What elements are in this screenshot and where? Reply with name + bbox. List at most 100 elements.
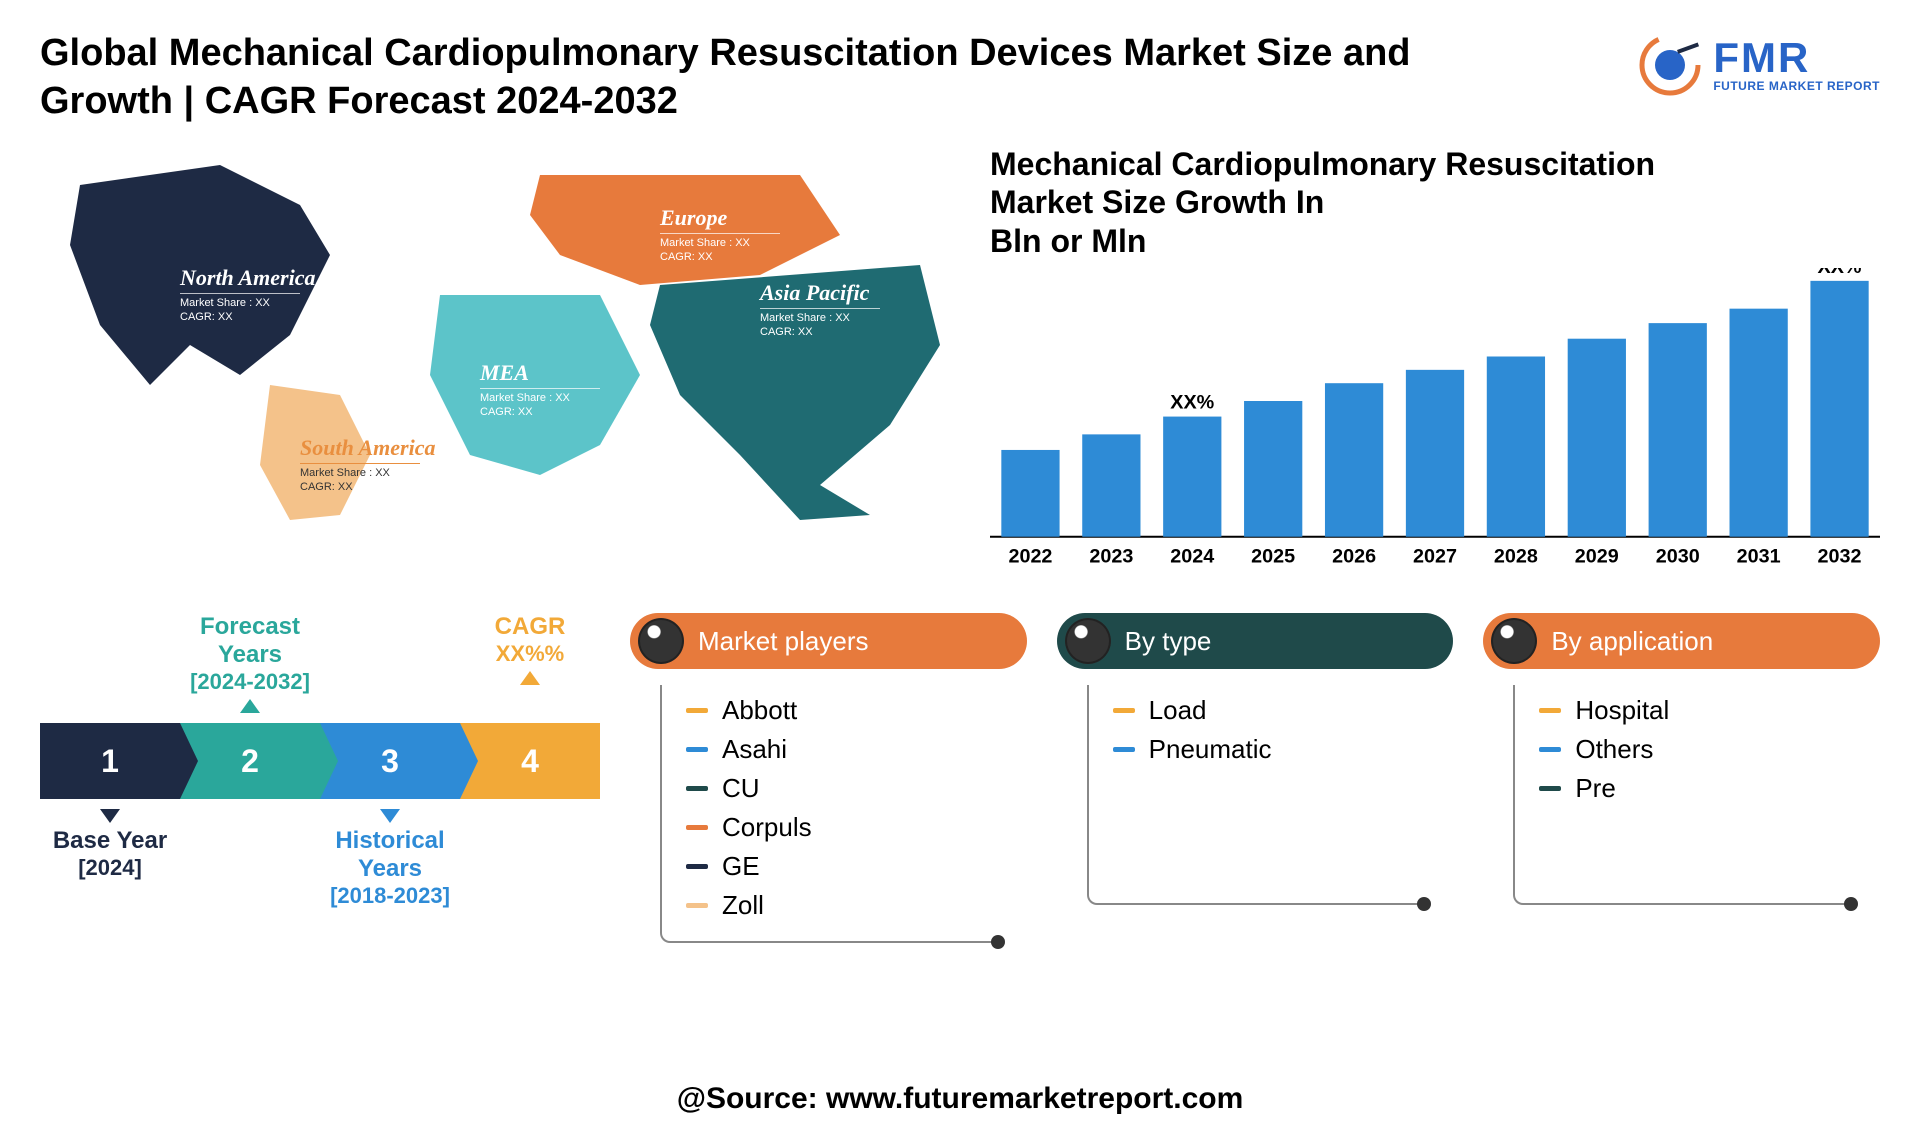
tick-2023: 2023	[1089, 546, 1133, 568]
list-marker	[1113, 708, 1135, 713]
dot-icon	[1491, 618, 1537, 664]
timeline-historical: Historical Years [2018-2023]	[320, 805, 460, 909]
header: Global Mechanical Cardiopulmonary Resusc…	[40, 30, 1880, 125]
list-marker	[686, 903, 708, 908]
hdr-type-label: By type	[1125, 626, 1212, 657]
col-by-type: By type LoadPneumatic	[1057, 613, 1454, 905]
body-type: LoadPneumatic	[1087, 685, 1424, 905]
bar-2027	[1406, 370, 1464, 537]
tick-2031: 2031	[1737, 546, 1781, 568]
timeline: Forecast Years [2024-2032] CAGR XX%% 1 2…	[40, 613, 600, 909]
logo-sub: FUTURE MARKET REPORT	[1713, 79, 1880, 93]
bar-2028	[1487, 357, 1545, 537]
chart-title: Mechanical Cardiopulmonary Resuscitation…	[990, 145, 1880, 260]
tick-2025: 2025	[1251, 546, 1295, 568]
list-marker	[686, 747, 708, 752]
bar-chart: Mechanical Cardiopulmonary Resuscitation…	[990, 145, 1880, 583]
list-item: Abbott	[686, 691, 997, 730]
list-marker	[1113, 747, 1135, 752]
list-label: Abbott	[722, 691, 797, 730]
bar-2024	[1163, 417, 1221, 537]
col-by-application: By application HospitalOthersPre	[1483, 613, 1880, 905]
list-label: Others	[1575, 730, 1653, 769]
bar-2031	[1730, 309, 1788, 537]
list-label: Asahi	[722, 730, 787, 769]
list-item: Hospital	[1539, 691, 1850, 730]
tick-2026: 2026	[1332, 546, 1376, 568]
timeline-seg-3: 3	[320, 723, 460, 799]
page-title: Global Mechanical Cardiopulmonary Resusc…	[40, 30, 1440, 125]
list-item: Load	[1113, 691, 1424, 730]
timeline-base-label: Base Year	[40, 827, 180, 855]
hdr-market-players: Market players	[630, 613, 1027, 669]
timeline-forecast-value: [2024-2032]	[180, 669, 320, 695]
list-item: GE	[686, 847, 997, 886]
list-marker	[686, 825, 708, 830]
list-label: Pre	[1575, 769, 1615, 808]
col-market-players: Market players AbbottAsahiCUCorpulsGEZol…	[630, 613, 1027, 943]
map-svg	[40, 145, 960, 525]
timeline-forecast: Forecast Years [2024-2032]	[180, 613, 320, 717]
chart-title-l1: Mechanical Cardiopulmonary Resuscitation	[990, 146, 1655, 182]
tick-2030: 2030	[1656, 546, 1700, 568]
bar-annotation: XX%	[1170, 392, 1214, 414]
logo-icon	[1635, 30, 1705, 100]
list-marker	[686, 864, 708, 869]
list-item: Others	[1539, 730, 1850, 769]
logo-main: FMR	[1713, 37, 1880, 79]
timeline-cagr-label: CAGR	[460, 613, 600, 641]
list-label: CU	[722, 769, 760, 808]
body-app: HospitalOthersPre	[1513, 685, 1850, 905]
list-item: Corpuls	[686, 808, 997, 847]
hdr-by-type: By type	[1057, 613, 1454, 669]
bar-2030	[1649, 323, 1707, 537]
bar-2022	[1001, 450, 1059, 537]
chart-title-l2: Market Size Growth In	[990, 184, 1324, 220]
list-item: Asahi	[686, 730, 997, 769]
list-marker	[686, 786, 708, 791]
list-marker	[686, 708, 708, 713]
hdr-app-label: By application	[1551, 626, 1713, 657]
timeline-base-value: [2024]	[40, 855, 180, 881]
timeline-bar: 1 2 3 4	[40, 723, 600, 799]
bar-2023	[1082, 435, 1140, 537]
timeline-seg-4: 4	[460, 723, 600, 799]
list-item: CU	[686, 769, 997, 808]
world-map: North AmericaMarket Share : XXCAGR: XXSo…	[40, 145, 960, 525]
hdr-by-application: By application	[1483, 613, 1880, 669]
list-item: Zoll	[686, 886, 997, 925]
bar-2025	[1244, 401, 1302, 537]
chart-svg: 2022 2023 2024 2025 2026 2027 2028 2029 2030 2031…	[990, 268, 1880, 578]
timeline-historical-value: [2018-2023]	[320, 883, 460, 909]
timeline-cagr-value: XX%%	[460, 641, 600, 667]
list-label: Pneumatic	[1149, 730, 1272, 769]
timeline-historical-label: Historical Years	[320, 827, 460, 883]
list-item: Pre	[1539, 769, 1850, 808]
bar-2026	[1325, 383, 1383, 537]
source-line: @Source: www.futuremarketreport.com	[0, 1082, 1920, 1116]
tick-2032: 2032	[1818, 546, 1862, 568]
body-players: AbbottAsahiCUCorpulsGEZoll	[660, 685, 997, 943]
hdr-players-label: Market players	[698, 626, 869, 657]
tick-2027: 2027	[1413, 546, 1457, 568]
timeline-cagr: CAGR XX%%	[460, 613, 600, 717]
list-marker	[1539, 708, 1561, 713]
tick-2022: 2022	[1008, 546, 1052, 568]
list-label: Hospital	[1575, 691, 1669, 730]
list-marker	[1539, 786, 1561, 791]
tick-2029: 2029	[1575, 546, 1619, 568]
timeline-base: Base Year [2024]	[40, 805, 180, 909]
timeline-seg-2: 2	[180, 723, 320, 799]
list-label: Corpuls	[722, 808, 812, 847]
dot-icon	[638, 618, 684, 664]
timeline-seg-1: 1	[40, 723, 180, 799]
chart-title-l3: Bln or Mln	[990, 223, 1146, 259]
bar-2032	[1810, 281, 1868, 537]
list-label: Zoll	[722, 886, 764, 925]
timeline-forecast-label: Forecast Years	[180, 613, 320, 669]
tick-2028: 2028	[1494, 546, 1538, 568]
list-item: Pneumatic	[1113, 730, 1424, 769]
dot-icon	[1065, 618, 1111, 664]
list-label: GE	[722, 847, 760, 886]
tick-2024: 2024	[1170, 546, 1214, 568]
